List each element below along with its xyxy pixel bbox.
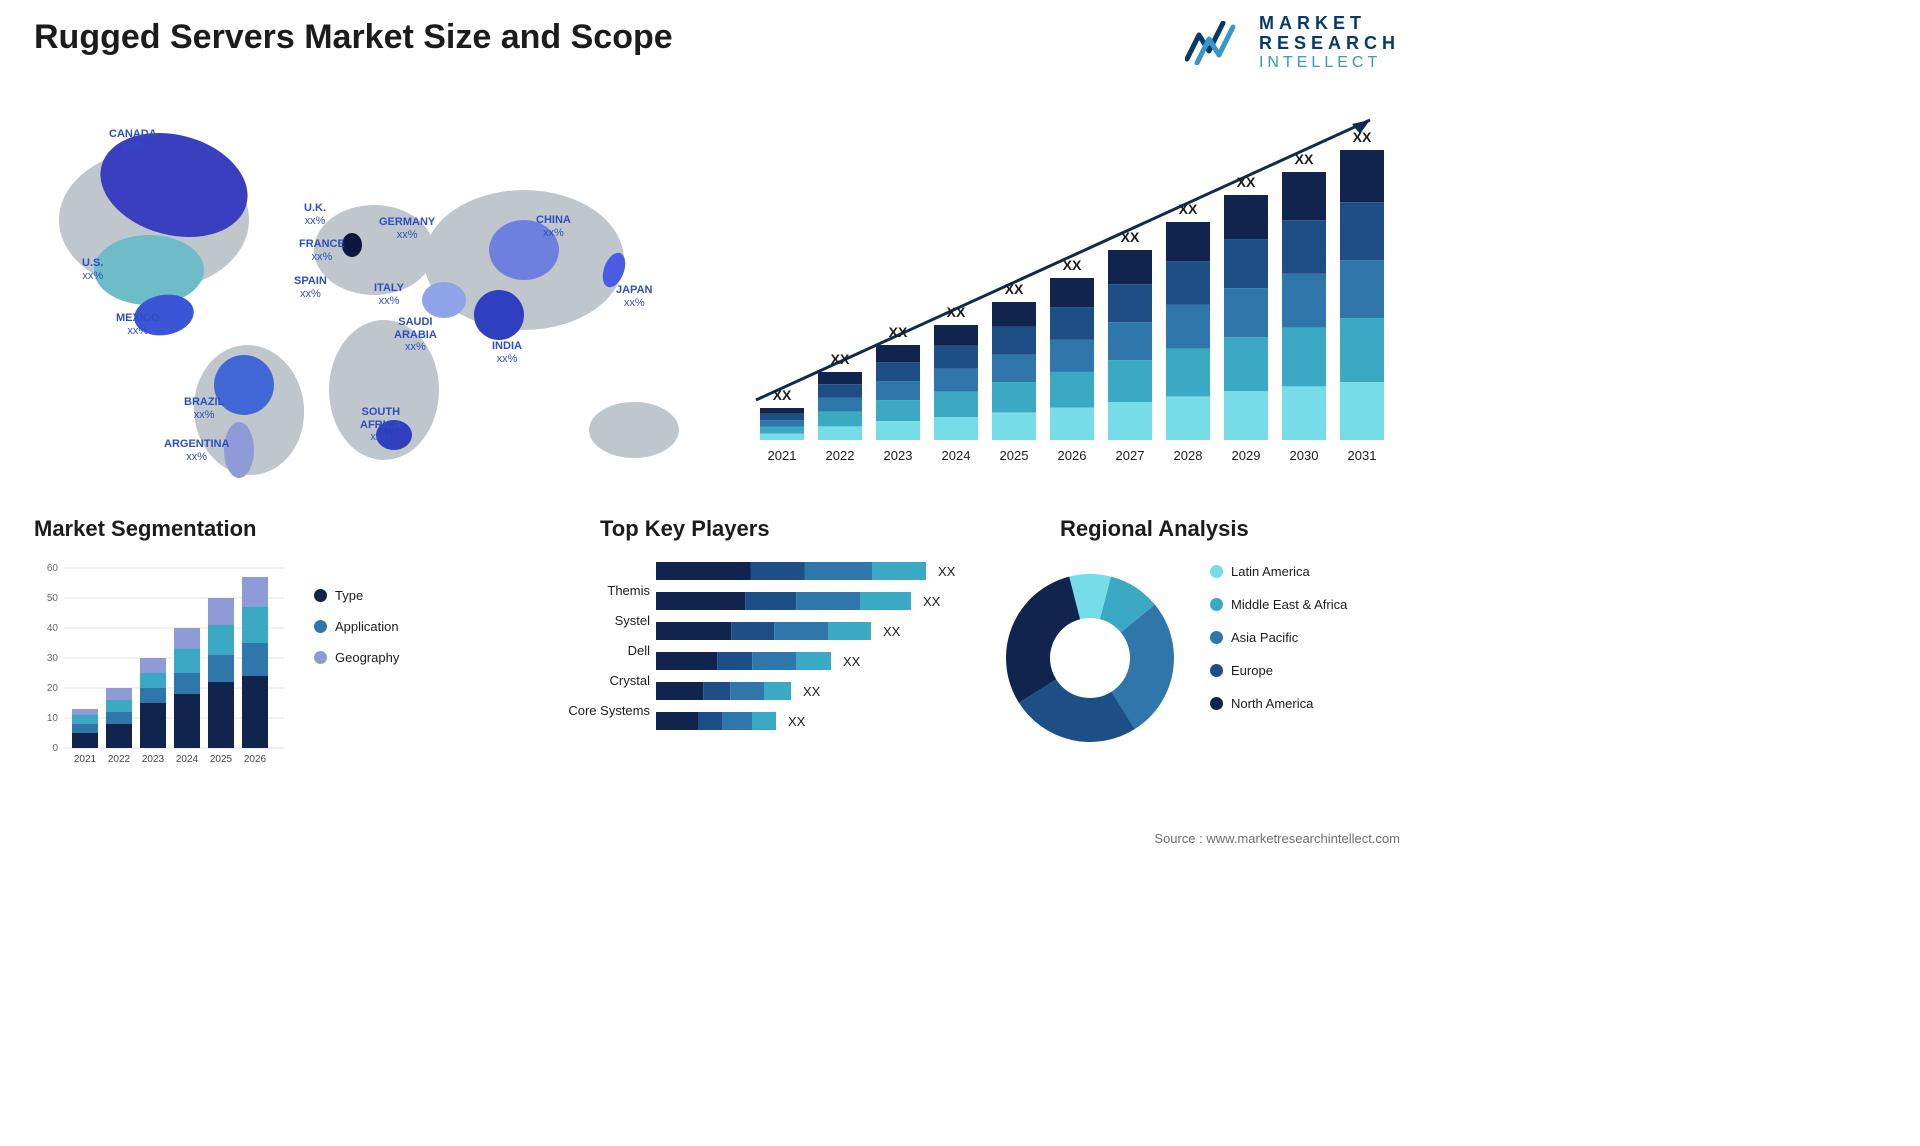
svg-text:2031: 2031 [1348,448,1377,463]
svg-text:XX: XX [923,594,941,609]
legend-item: Application [314,619,399,634]
forecast-bar-chart: XX 2021 XX 2022 XX 2023 XX 2024 XX 2025 XX 2026 XX 20… [750,100,1410,480]
map-label: INDIAxx% [492,340,522,365]
page-title: Rugged Servers Market Size and Scope [34,18,673,57]
map-label: BRAZILxx% [184,396,224,421]
player-label: Themis [540,576,650,606]
svg-text:20: 20 [47,683,59,694]
svg-text:XX: XX [947,304,966,320]
svg-text:2026: 2026 [244,754,267,765]
legend-item: Asia Pacific [1210,630,1347,645]
svg-text:0: 0 [52,743,58,754]
svg-text:XX: XX [831,351,850,367]
svg-text:60: 60 [47,563,59,574]
regional-donut: Latin America Middle East & Africa Asia Pa… [990,548,1410,798]
map-label: CANADAxx% [109,128,157,153]
svg-text:2023: 2023 [884,448,913,463]
svg-text:2027: 2027 [1116,448,1145,463]
map-label: ITALYxx% [374,282,404,307]
svg-text:2022: 2022 [826,448,855,463]
map-label: MEXICOxx% [116,312,159,337]
svg-text:XX: XX [1063,257,1082,273]
svg-text:XX: XX [1353,129,1372,145]
legend-item: Type [314,588,399,603]
svg-text:2024: 2024 [176,754,199,765]
svg-text:2025: 2025 [1000,448,1029,463]
svg-text:2023: 2023 [142,754,165,765]
map-label: U.K.xx% [304,202,326,227]
svg-text:XX: XX [788,714,806,729]
player-label: Systel [540,606,650,636]
svg-text:XX: XX [1179,201,1198,217]
svg-text:XX: XX [1005,281,1024,297]
legend-item: Latin America [1210,564,1347,579]
logo-icon [1185,21,1245,65]
logo-line2: RESEARCH [1259,34,1400,54]
logo-line1: MARKET [1259,14,1400,34]
svg-text:2021: 2021 [768,448,797,463]
regional-title: Regional Analysis [1060,516,1249,542]
legend-item: Geography [314,650,399,665]
top-players-title: Top Key Players [600,516,770,542]
svg-text:2021: 2021 [74,754,97,765]
player-label: Crystal [540,666,650,696]
svg-text:XX: XX [883,624,901,639]
svg-text:2024: 2024 [942,448,971,463]
segmentation-title: Market Segmentation [34,516,257,542]
svg-text:40: 40 [47,623,59,634]
svg-text:XX: XX [1121,229,1140,245]
svg-text:XX: XX [773,387,792,403]
svg-text:2026: 2026 [1058,448,1087,463]
svg-text:2030: 2030 [1290,448,1319,463]
player-label: Core Systems [540,696,650,726]
svg-text:10: 10 [47,713,59,724]
svg-text:2028: 2028 [1174,448,1203,463]
svg-text:2022: 2022 [108,754,131,765]
svg-text:XX: XX [938,564,956,579]
svg-text:30: 30 [47,653,59,664]
map-label: JAPANxx% [616,284,652,309]
svg-text:50: 50 [47,593,59,604]
map-label: GERMANYxx% [379,216,435,241]
svg-text:XX: XX [843,654,861,669]
svg-text:2029: 2029 [1232,448,1261,463]
legend-item: Europe [1210,663,1347,678]
map-label: FRANCExx% [299,238,345,263]
source-text: Source : www.marketresearchintellect.com [1154,831,1400,846]
world-map: CANADAxx% U.S.xx% MEXICOxx% BRAZILxx% ARGENT… [34,90,734,490]
map-label: SPAINxx% [294,275,327,300]
map-label: U.S.xx% [82,257,103,282]
map-label: ARGENTINAxx% [164,438,229,463]
map-label: CHINAxx% [536,214,571,239]
map-label: SOUTHAFRICAxx% [360,406,402,444]
top-players-chart: ThemisSystelDellCrystalCore Systems XX XX… [540,548,970,798]
brand-logo: MARKET RESEARCH INTELLECT [1185,14,1400,71]
legend-item: Middle East & Africa [1210,597,1347,612]
map-label: SAUDIARABIAxx% [394,316,437,354]
player-label: Dell [540,636,650,666]
segmentation-chart: 0 10 20 30 40 50 60 2021 2022 2023 2024 2025 2026 Ty… [34,548,484,798]
svg-text:XX: XX [889,324,908,340]
svg-text:2025: 2025 [210,754,233,765]
logo-line3: INTELLECT [1259,54,1400,72]
svg-text:XX: XX [803,684,821,699]
svg-text:XX: XX [1237,174,1256,190]
legend-item: North America [1210,696,1347,711]
svg-text:XX: XX [1295,151,1314,167]
